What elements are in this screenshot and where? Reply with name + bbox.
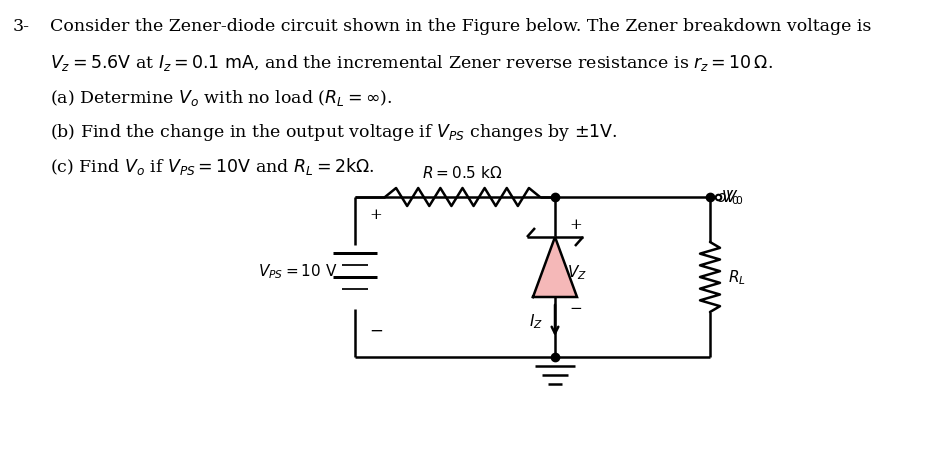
- Text: 3-: 3-: [13, 18, 30, 35]
- Text: (c) Find $V_o$ if $V_{PS} = 10\mathrm{V}$ and $R_L = 2\mathrm{k}\Omega$.: (c) Find $V_o$ if $V_{PS} = 10\mathrm{V}…: [50, 156, 374, 177]
- Text: Consider the Zener-diode circuit shown in the Figure below. The Zener breakdown : Consider the Zener-diode circuit shown i…: [50, 18, 871, 35]
- Text: −: −: [369, 322, 383, 339]
- Text: $V_z = 5.6\mathrm{V}$ at $I_z = 0.1\ \mathrm{mA}$, and the incremental Zener rev: $V_z = 5.6\mathrm{V}$ at $I_z = 0.1\ \ma…: [50, 53, 773, 73]
- Text: $I_Z$: $I_Z$: [529, 312, 543, 330]
- Text: $V_{PS} = 10\ \mathrm{V}$: $V_{PS} = 10\ \mathrm{V}$: [257, 262, 337, 281]
- Text: $V_Z$: $V_Z$: [567, 263, 587, 282]
- Text: (a) Determine $V_o$ with no load ($R_L = \infty$).: (a) Determine $V_o$ with no load ($R_L =…: [50, 88, 392, 108]
- Text: $V_0$: $V_0$: [721, 188, 739, 207]
- Text: $oV_0$: $oV_0$: [716, 188, 744, 207]
- Text: +: +: [369, 207, 382, 222]
- Text: $R_L$: $R_L$: [728, 268, 746, 287]
- Text: (b) Find the change in the output voltage if $V_{PS}$ changes by $\pm 1\mathrm{V: (b) Find the change in the output voltag…: [50, 122, 618, 143]
- Text: +: +: [569, 218, 581, 231]
- Polygon shape: [533, 237, 577, 297]
- Text: −: −: [569, 302, 581, 315]
- Text: $R = 0.5\ \mathrm{k}\Omega$: $R = 0.5\ \mathrm{k}\Omega$: [422, 165, 503, 180]
